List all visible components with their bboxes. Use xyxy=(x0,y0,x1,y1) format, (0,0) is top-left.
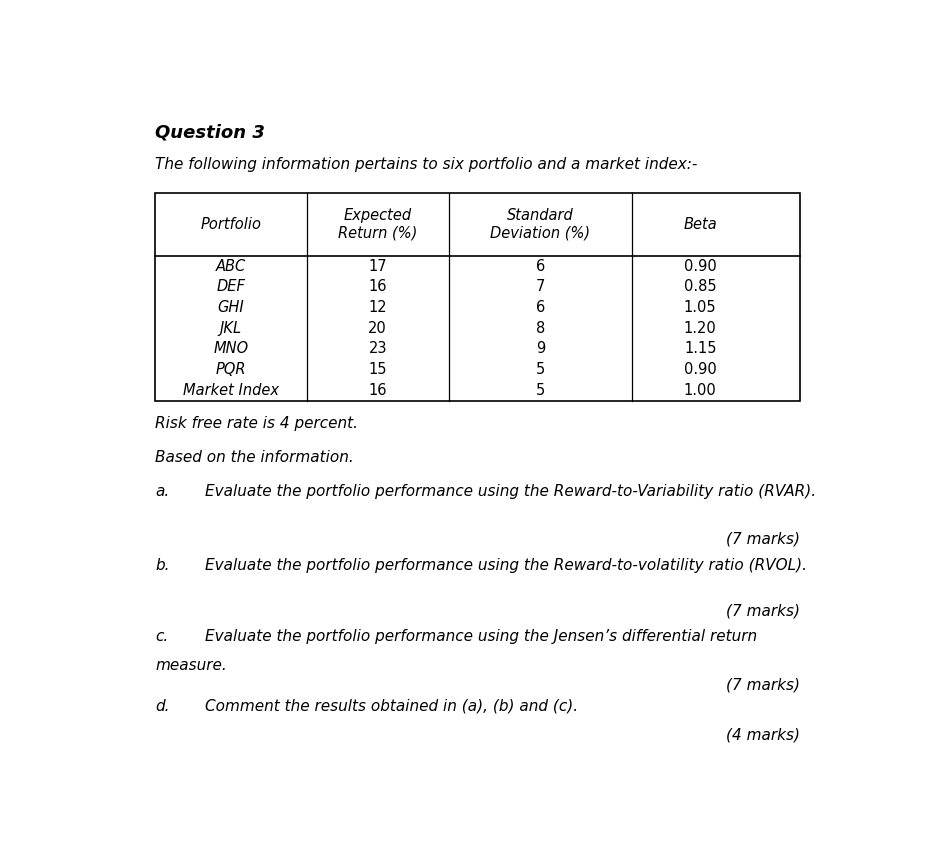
Text: (7 marks): (7 marks) xyxy=(726,678,800,693)
Text: 7: 7 xyxy=(536,279,545,295)
Text: Standard
Deviation (%): Standard Deviation (%) xyxy=(490,208,591,240)
Text: ABC: ABC xyxy=(216,259,246,273)
Text: Evaluate the portfolio performance using the Reward-to-volatility ratio (RVOL).: Evaluate the portfolio performance using… xyxy=(205,558,808,573)
Text: 5: 5 xyxy=(536,383,545,398)
Text: Portfolio: Portfolio xyxy=(201,216,262,232)
Text: 0.90: 0.90 xyxy=(684,363,717,377)
Text: 17: 17 xyxy=(368,259,387,273)
Text: a.: a. xyxy=(155,484,169,499)
Text: (7 marks): (7 marks) xyxy=(726,531,800,547)
Text: 5: 5 xyxy=(536,363,545,377)
Text: JKL: JKL xyxy=(220,321,242,335)
Text: Evaluate the portfolio performance using the Reward-to-Variability ratio (RVAR).: Evaluate the portfolio performance using… xyxy=(205,484,817,499)
Text: Question 3: Question 3 xyxy=(155,123,265,142)
Text: 6: 6 xyxy=(536,259,545,273)
Text: (7 marks): (7 marks) xyxy=(726,604,800,619)
Text: MNO: MNO xyxy=(214,341,249,357)
Text: Expected
Return (%): Expected Return (%) xyxy=(338,208,417,240)
Text: 16: 16 xyxy=(368,383,387,398)
Text: 8: 8 xyxy=(536,321,545,335)
Text: DEF: DEF xyxy=(216,279,245,295)
Text: measure.: measure. xyxy=(155,658,227,672)
Text: GHI: GHI xyxy=(217,300,244,315)
Text: PQR: PQR xyxy=(216,363,246,377)
Text: (4 marks): (4 marks) xyxy=(726,727,800,742)
Text: Market Index: Market Index xyxy=(183,383,278,398)
Text: Evaluate the portfolio performance using the Jensen’s differential return: Evaluate the portfolio performance using… xyxy=(205,629,758,644)
Text: 9: 9 xyxy=(536,341,545,357)
Text: d.: d. xyxy=(155,699,169,714)
Text: 20: 20 xyxy=(368,321,387,335)
Text: Risk free rate is 4 percent.: Risk free rate is 4 percent. xyxy=(155,416,358,431)
Text: 0.85: 0.85 xyxy=(684,279,717,295)
Text: b.: b. xyxy=(155,558,169,573)
Text: 23: 23 xyxy=(368,341,387,357)
Bar xyxy=(155,193,800,401)
Text: 1.15: 1.15 xyxy=(684,341,717,357)
Text: 12: 12 xyxy=(368,300,387,315)
Text: 1.20: 1.20 xyxy=(684,321,717,335)
Text: 6: 6 xyxy=(536,300,545,315)
Text: c.: c. xyxy=(155,629,168,644)
Text: Comment the results obtained in (a), (b) and (c).: Comment the results obtained in (a), (b)… xyxy=(205,699,578,714)
Text: The following information pertains to six portfolio and a market index:-: The following information pertains to si… xyxy=(155,157,697,172)
Text: 1.05: 1.05 xyxy=(684,300,717,315)
Text: 16: 16 xyxy=(368,279,387,295)
Text: 0.90: 0.90 xyxy=(684,259,717,273)
Text: Beta: Beta xyxy=(684,216,717,232)
Text: Based on the information.: Based on the information. xyxy=(155,450,353,465)
Text: 15: 15 xyxy=(368,363,387,377)
Text: 1.00: 1.00 xyxy=(684,383,717,398)
